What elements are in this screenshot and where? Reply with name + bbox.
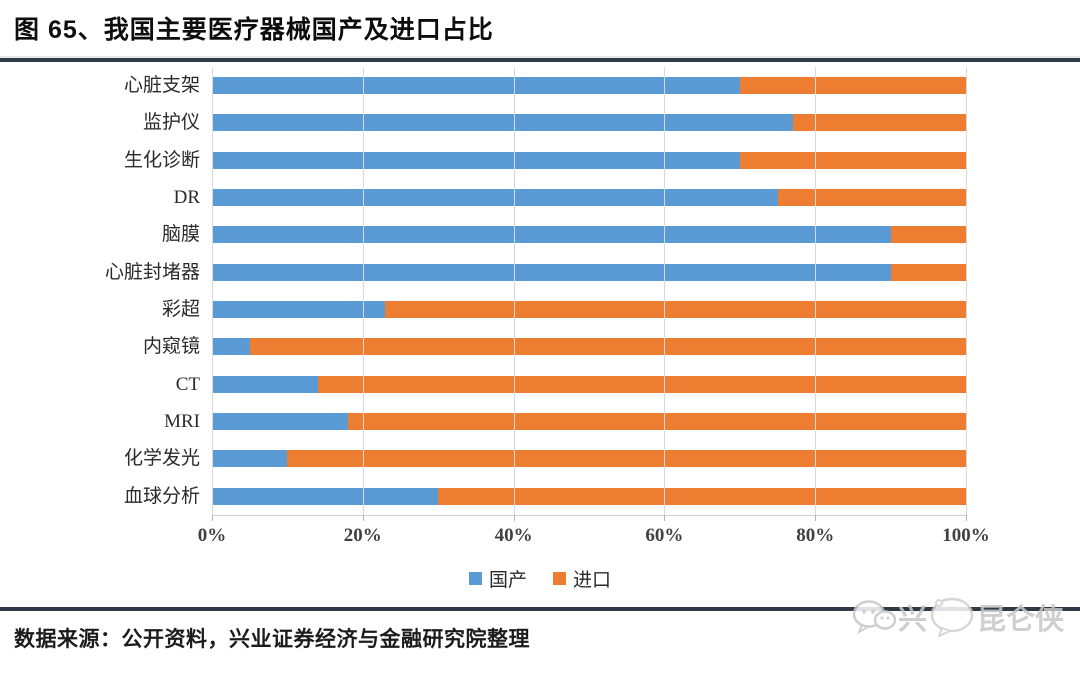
legend-label: 国产 — [488, 569, 527, 591]
bar-segment-domestic — [212, 263, 891, 281]
axis-tick — [966, 515, 967, 521]
category-label: 监护仪 — [142, 112, 200, 134]
bar-segment-import — [287, 450, 966, 468]
bar-track — [212, 338, 966, 356]
axis-tick-label: 80% — [796, 525, 835, 546]
category-label: 生化诊断 — [123, 149, 200, 171]
bar-segment-domestic — [212, 189, 778, 207]
bar-segment-import — [438, 487, 966, 505]
bar-track — [212, 413, 966, 431]
bar-segment-import — [777, 189, 966, 207]
figure-header: 图 65、我国主要医疗器械国产及进口占比 — [0, 0, 1080, 58]
bar-track — [212, 151, 966, 169]
bar-track — [212, 189, 966, 207]
category-label: 心脏封堵器 — [104, 261, 200, 283]
value-axis: 0% 20% 40% 60% 80% 100% — [198, 515, 990, 557]
bar-row — [212, 142, 966, 179]
legend-swatch — [468, 571, 482, 585]
footer-divider-line — [0, 607, 1080, 611]
legend-item: 国产 — [468, 565, 527, 592]
chart-legend: 国产 进口 — [0, 565, 1080, 591]
bar-track — [212, 263, 966, 281]
chart-region: 心脏支架监护仪生化诊断 DR 脑膜心脏封堵器彩超内窥镜 CT MRI 化学发光血球分析 0… — [0, 62, 1080, 591]
category-label: 化学发光 — [123, 448, 200, 470]
bar-segment-import — [347, 413, 966, 431]
bar-track — [212, 77, 966, 95]
bar-segment-import — [890, 263, 966, 281]
bar-track — [212, 114, 966, 132]
axis-tick — [664, 515, 666, 521]
bar-row — [212, 403, 966, 440]
title-divider-line — [0, 58, 1080, 62]
bar-segment-domestic — [212, 114, 793, 132]
gridline — [966, 67, 967, 515]
bar-track — [212, 450, 966, 468]
bar-track — [212, 301, 966, 319]
gridline — [212, 67, 213, 515]
axis-tick — [362, 515, 364, 521]
axis-tick — [513, 515, 515, 521]
bar-segment-domestic — [212, 450, 288, 468]
bar-row — [212, 254, 966, 291]
bar-row — [212, 291, 966, 328]
legend-item: 进口 — [553, 565, 611, 592]
bar-segment-import — [739, 151, 966, 169]
bar-segment-domestic — [212, 226, 891, 244]
bar-row — [212, 216, 966, 253]
chart-body: 心脏支架监护仪生化诊断 DR 脑膜心脏封堵器彩超内窥镜 CT MRI 化学发光血球分析 — [0, 67, 1080, 515]
category-label: 彩超 — [161, 298, 200, 320]
bar-row — [212, 328, 966, 365]
axis-tick — [815, 515, 817, 521]
bar-segment-import — [385, 301, 966, 319]
bar-segment-import — [249, 338, 966, 356]
category-label: 内窥镜 — [142, 336, 200, 358]
bar-row — [212, 67, 966, 104]
source-row: 数据来源：公开资料，兴业证券经济与金融研究院整理 — [0, 611, 1080, 653]
bar-segment-domestic — [212, 413, 348, 431]
bar-segment-domestic — [212, 338, 250, 356]
data-source-text: 数据来源：公开资料，兴业证券经济与金融研究院整理 — [14, 628, 530, 651]
category-label: DR — [173, 186, 200, 208]
plot-area — [212, 67, 967, 515]
bar-segment-domestic — [212, 301, 386, 319]
legend-label: 进口 — [573, 569, 612, 591]
category-label: 血球分析 — [123, 485, 200, 507]
bar-row — [212, 478, 966, 515]
legend-swatch — [553, 571, 566, 585]
category-label: 脑膜 — [161, 224, 200, 246]
bar-segment-domestic — [212, 77, 740, 95]
gridline — [513, 67, 515, 515]
bar-row — [212, 366, 966, 403]
bar-row — [212, 440, 966, 477]
bar-segment-domestic — [212, 375, 318, 393]
category-label: MRI — [164, 410, 200, 432]
axis-tick-label: 100% — [942, 525, 990, 546]
axis-tick-label: 40% — [494, 525, 533, 546]
bar-segment-import — [739, 77, 966, 95]
axis-tick-label: 20% — [343, 525, 382, 546]
axis-tick-label: 0% — [197, 525, 227, 546]
bar-track — [212, 487, 966, 505]
bar-row — [212, 104, 966, 141]
category-axis: 心脏支架监护仪生化诊断 DR 脑膜心脏封堵器彩超内窥镜 CT MRI 化学发光血球分析 — [0, 67, 212, 515]
bar-segment-domestic — [212, 151, 740, 169]
bar-segment-import — [317, 375, 966, 393]
category-label: 心脏支架 — [123, 75, 200, 96]
gridline — [362, 67, 364, 515]
bar-track — [212, 226, 966, 244]
bar-row — [212, 179, 966, 216]
bar-rows — [212, 67, 966, 515]
gridline — [815, 67, 817, 515]
category-label: CT — [175, 373, 200, 395]
bar-segment-domestic — [212, 487, 439, 505]
gridline — [664, 67, 666, 515]
bar-segment-import — [890, 226, 966, 244]
bar-segment-import — [792, 114, 966, 132]
axis-baseline — [212, 515, 966, 516]
axis-tick-label: 60% — [645, 525, 684, 546]
figure-title: 图 65、我国主要医疗器械国产及进口占比 — [14, 16, 494, 44]
bar-track — [212, 375, 966, 393]
axis-tick — [212, 515, 213, 521]
